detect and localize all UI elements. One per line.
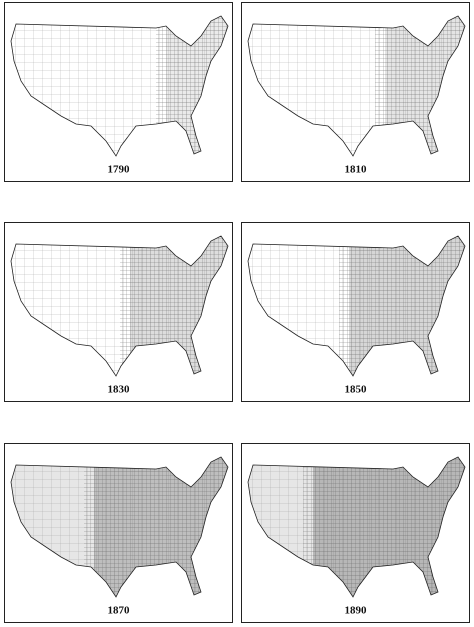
year-label: 1790 bbox=[108, 164, 131, 176]
map-panel: 1830 bbox=[4, 222, 233, 402]
year-label: 1870 bbox=[108, 605, 131, 617]
map-panel: 1790 bbox=[4, 2, 233, 182]
year-label: 1830 bbox=[108, 384, 131, 396]
year-label: 1850 bbox=[345, 384, 368, 396]
year-label: 1810 bbox=[345, 164, 368, 176]
year-label: 1890 bbox=[345, 605, 368, 617]
map-panel: 1870 bbox=[4, 443, 233, 623]
map-panel: 1810 bbox=[241, 2, 470, 182]
map-panel: 1890 bbox=[241, 443, 470, 623]
map-panel: 1850 bbox=[241, 222, 470, 402]
